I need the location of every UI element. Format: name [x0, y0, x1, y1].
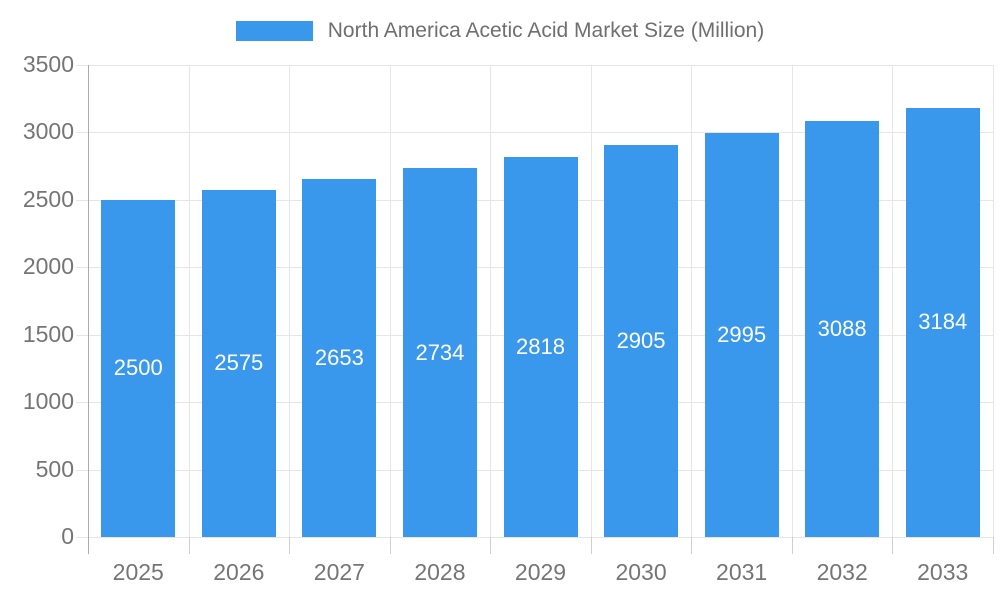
bar-value-label: 2575	[214, 350, 264, 376]
x-axis-tick-label: 2025	[112, 559, 164, 585]
x-gridline	[892, 65, 894, 537]
bar-value-label: 2995	[717, 322, 767, 348]
x-axis-tick	[993, 537, 994, 554]
bar-value-label: 2905	[616, 328, 666, 354]
y-axis-tick-label: 1500	[22, 320, 74, 347]
x-gridline	[188, 65, 190, 537]
bar-2030[interactable]	[604, 145, 679, 537]
bar-2025[interactable]	[101, 199, 176, 537]
legend-label: North America Acetic Acid Market Size (M…	[327, 19, 765, 42]
x-axis-tick	[590, 537, 592, 554]
x-gridline	[691, 65, 693, 537]
y-axis-tick-label: 2500	[22, 185, 74, 212]
y-axis-tick-label: 3500	[22, 50, 74, 77]
y-axis-tick-label: 0	[61, 522, 74, 549]
x-axis-tick	[791, 537, 793, 554]
legend[interactable]: North America Acetic Acid Market Size (M…	[0, 14, 1000, 48]
bar-value-label: 2734	[415, 339, 465, 365]
bar-2031[interactable]	[704, 133, 779, 537]
y-axis-tick-label: 2000	[22, 253, 74, 280]
x-gridline	[490, 65, 492, 537]
x-axis-tick-label: 2032	[816, 559, 868, 585]
x-axis-tick-label: 2029	[514, 559, 567, 585]
x-gridline	[791, 65, 793, 537]
bar-value-label: 3184	[918, 309, 968, 335]
y-axis-tick-label: 3000	[22, 118, 74, 145]
y-axis-line	[88, 65, 89, 554]
y-axis-tick-label: 500	[35, 455, 74, 482]
y-gridline	[76, 132, 993, 134]
y-gridline	[76, 65, 993, 66]
bar-value-label: 2653	[314, 345, 364, 371]
bar-2027[interactable]	[302, 179, 377, 537]
y-gridline	[76, 537, 993, 538]
bar-value-label: 2500	[113, 355, 163, 381]
y-axis-tick-label: 1000	[22, 388, 74, 415]
x-axis-tick-label: 2027	[313, 559, 365, 585]
bar-2029[interactable]	[503, 156, 578, 537]
x-gridline	[993, 65, 994, 537]
bar-2033[interactable]	[905, 107, 980, 537]
x-axis-tick	[289, 537, 291, 554]
x-axis-tick	[389, 537, 391, 554]
x-gridline	[389, 65, 391, 537]
legend-swatch-icon	[235, 21, 313, 41]
bar-2028[interactable]	[402, 168, 477, 537]
x-axis-tick-label: 2033	[917, 559, 969, 585]
x-axis-tick-label: 2031	[716, 559, 768, 585]
x-axis-tick	[691, 537, 693, 554]
x-gridline	[590, 65, 592, 537]
bar-2032[interactable]	[805, 120, 880, 537]
x-gridline	[289, 65, 291, 537]
x-axis-tick	[490, 537, 492, 554]
bar-2026[interactable]	[201, 189, 276, 537]
x-axis-tick	[892, 537, 894, 554]
x-axis-tick	[188, 537, 190, 554]
x-axis-tick-label: 2030	[615, 559, 667, 585]
x-axis-tick-label: 2028	[414, 559, 466, 585]
bar-value-label: 2818	[516, 333, 565, 359]
x-axis-tick-label: 2026	[213, 559, 265, 585]
bar-value-label: 3088	[817, 315, 867, 341]
